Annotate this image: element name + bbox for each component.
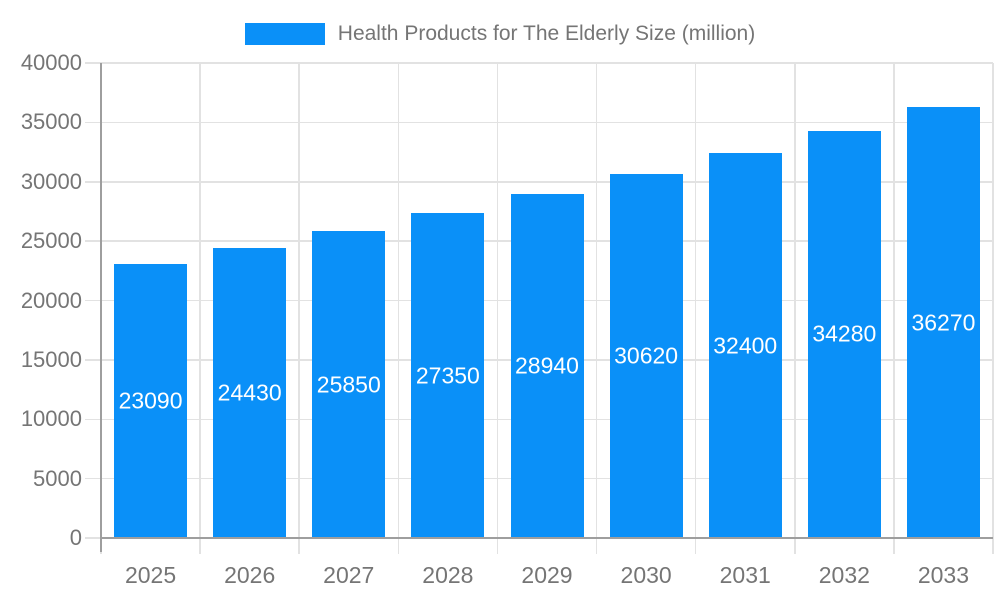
x-tick: [694, 538, 697, 554]
v-gridline: [595, 63, 598, 538]
bar-value-label: 23090: [118, 387, 183, 414]
v-gridline: [496, 63, 499, 538]
x-axis-label: 2026: [224, 562, 276, 588]
bar-value-label: 28940: [515, 352, 579, 379]
h-gridline: [101, 62, 993, 64]
x-tick: [794, 538, 796, 554]
y-axis-label: 35000: [20, 109, 82, 135]
legend-swatch: [244, 23, 325, 45]
y-axis-label: 15000: [20, 346, 82, 372]
y-axis-label: 5000: [33, 465, 82, 491]
h-gridline: [101, 121, 993, 124]
v-gridline: [794, 63, 796, 538]
x-tick: [298, 538, 300, 554]
bar-value-label: 36270: [911, 309, 976, 336]
bar: [312, 231, 386, 538]
x-tick: [496, 538, 499, 554]
x-axis-line: [101, 536, 993, 539]
h-gridline: [101, 181, 993, 183]
bar: [807, 130, 881, 538]
bar-value-label: 30620: [614, 342, 679, 369]
bar-value-label: 27350: [415, 362, 480, 389]
x-axis-label: 2031: [719, 562, 771, 588]
v-gridline: [397, 63, 400, 538]
x-tick: [893, 538, 895, 554]
y-axis-label: 0: [69, 525, 82, 550]
x-tick: [199, 538, 201, 554]
v-gridline: [298, 63, 300, 538]
y-tick: [85, 299, 101, 302]
legend-label: Health Products for The Elderly Size (mi…: [337, 22, 756, 45]
x-axis-label: 2029: [521, 562, 573, 588]
x-tick: [595, 538, 598, 554]
y-tick: [85, 121, 101, 124]
v-gridline: [893, 63, 895, 538]
legend: Health Products for The Elderly Size (mi…: [0, 22, 1000, 46]
y-axis-label: 40000: [20, 50, 82, 75]
y-tick: [85, 181, 101, 183]
bar: [906, 107, 980, 538]
bar: [213, 247, 287, 538]
y-axis-label: 25000: [20, 228, 82, 254]
bar-value-label: 32400: [713, 332, 778, 359]
x-tick: [992, 538, 994, 554]
bar-value-label: 34280: [812, 320, 877, 347]
y-axis-line: [100, 63, 102, 552]
bar: [708, 153, 782, 538]
bar: [510, 194, 584, 538]
v-gridline: [992, 63, 994, 538]
y-tick: [85, 418, 101, 420]
y-tick: [85, 62, 101, 64]
y-tick: [85, 359, 101, 361]
y-tick: [85, 240, 101, 242]
y-axis-label: 20000: [20, 287, 82, 313]
x-axis-label: 2027: [323, 562, 375, 588]
x-axis-label: 2025: [124, 562, 177, 588]
v-gridline: [694, 63, 697, 538]
x-tick: [397, 538, 400, 554]
y-axis-label: 30000: [20, 168, 82, 194]
x-axis-label: 2032: [818, 562, 870, 588]
x-axis-label: 2028: [422, 562, 474, 588]
plot-area: 0 5000 10000 15000 20000 25000 30000 35000 40000…: [21, 51, 994, 588]
y-tick: [85, 537, 101, 539]
x-axis-label: 2033: [917, 562, 970, 588]
bar: [114, 263, 188, 538]
bar-value-label: 24430: [217, 379, 282, 406]
v-gridline: [199, 63, 201, 538]
y-tick: [85, 477, 101, 480]
x-axis-label: 2030: [620, 562, 672, 588]
bar: [609, 174, 683, 538]
bar: [411, 213, 485, 538]
y-axis-label: 10000: [20, 406, 82, 432]
bar-value-label: 25850: [316, 371, 381, 398]
